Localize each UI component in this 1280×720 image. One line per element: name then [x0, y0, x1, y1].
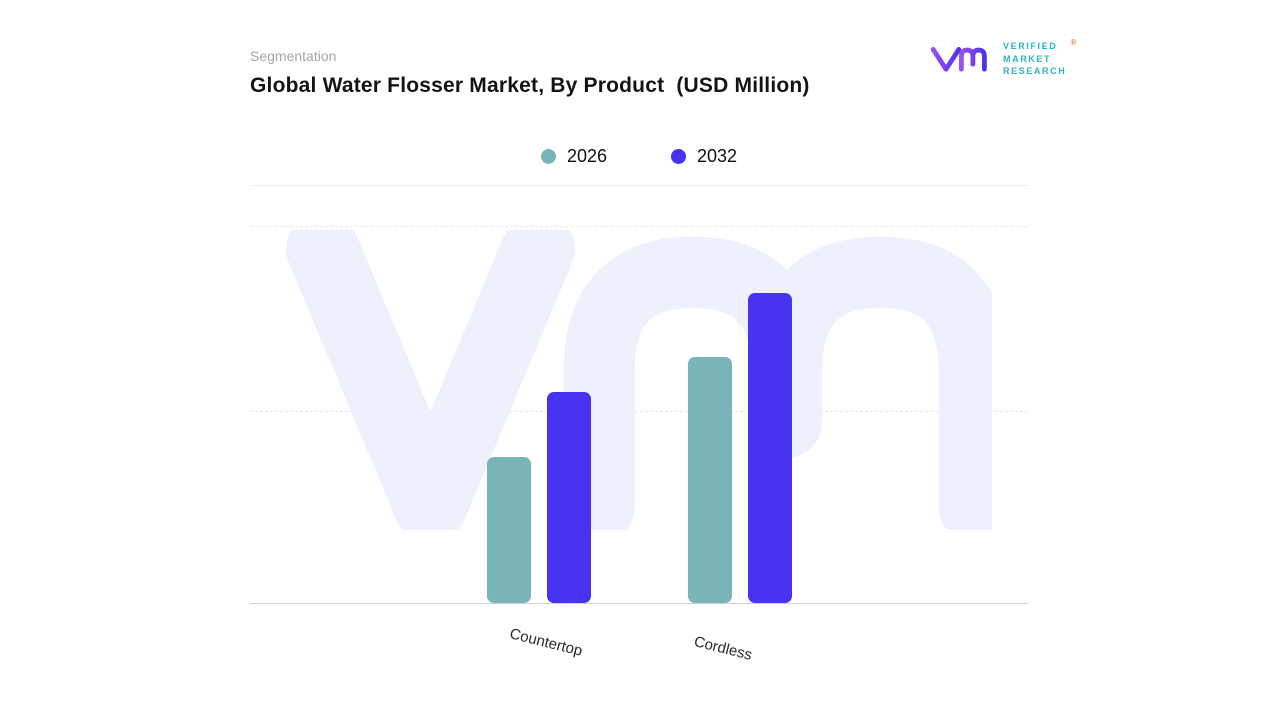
bar-2026-countertop[interactable]	[487, 457, 531, 603]
bar-2026-cordless[interactable]	[688, 357, 732, 603]
plot-area	[250, 185, 1028, 604]
vmr-logo[interactable]: ® VERIFIED MARKET RESEARCH	[930, 38, 1076, 80]
eyebrow-label: Segmentation	[250, 48, 337, 64]
bar-2032-cordless[interactable]	[748, 293, 792, 603]
chart-legend: 2026 2032	[250, 146, 1028, 167]
legend-dot-2032	[671, 149, 686, 164]
logo-line-market: MARKET	[1003, 53, 1052, 64]
vmr-watermark-icon	[286, 230, 992, 530]
x-axis-line	[250, 603, 1028, 604]
legend-item-2026[interactable]: 2026	[540, 146, 607, 167]
bar-2032-countertop[interactable]	[547, 392, 591, 603]
logo-line-verified: VERIFIED	[1003, 41, 1058, 52]
vmr-logo-text: ® VERIFIED MARKET RESEARCH	[1003, 38, 1076, 78]
x-label-cordless: Cordless	[692, 633, 754, 664]
logo-line-research: RESEARCH	[1003, 66, 1067, 77]
registered-mark: ®	[1070, 38, 1077, 48]
vmr-logo-icon	[930, 47, 987, 72]
gridline-top	[250, 226, 1028, 227]
legend-item-2032[interactable]: 2032	[671, 146, 737, 167]
page-title: Global Water Flosser Market, By Product …	[250, 74, 810, 97]
x-label-countertop: Countertop	[507, 625, 585, 660]
legend-label-2032: 2032	[697, 146, 738, 166]
gridline-middle	[250, 411, 1028, 412]
legend-dot-2026	[540, 149, 556, 164]
legend-label-2026: 2026	[566, 146, 607, 166]
